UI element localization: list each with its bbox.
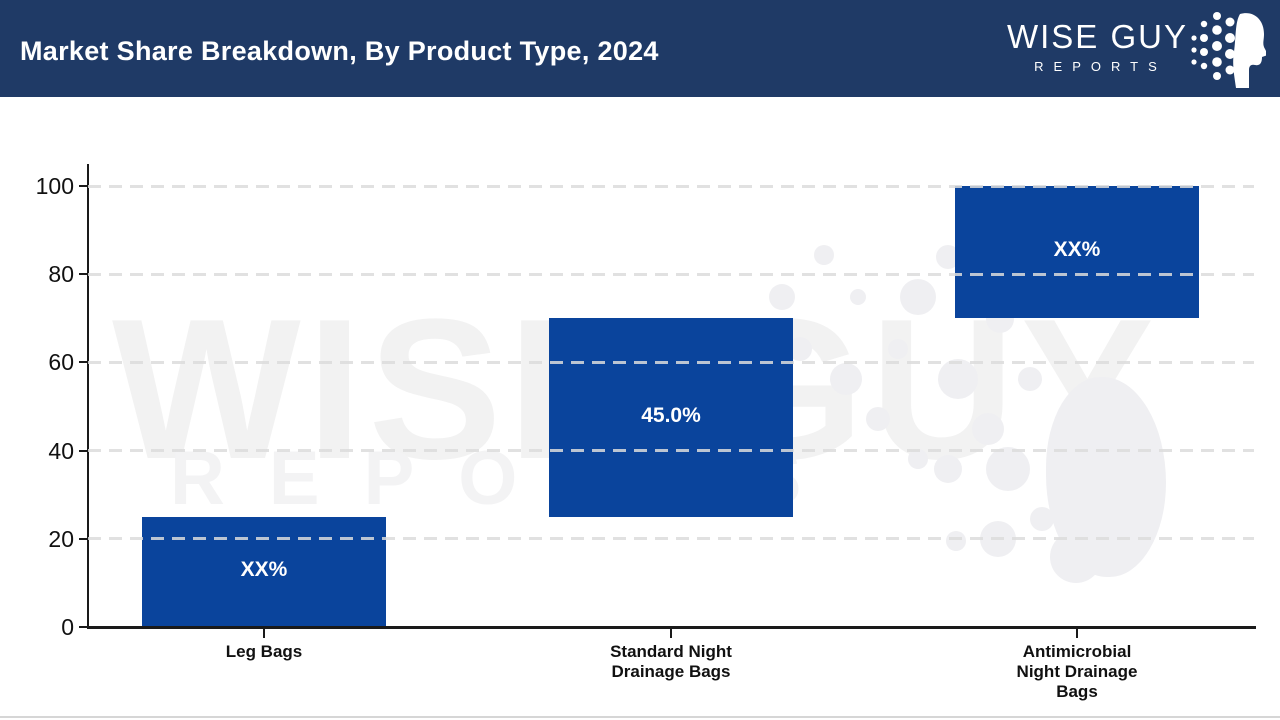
gridline-y80 — [88, 272, 1254, 276]
watermark-dot — [938, 359, 978, 399]
watermark-dot — [900, 279, 936, 315]
gridline-y100 — [88, 184, 1254, 188]
bar-1 — [142, 516, 386, 627]
watermark-dot — [986, 447, 1030, 491]
y-axis-tick — [79, 626, 88, 628]
brand-logo: WISE GUY REPORTS — [996, 6, 1266, 92]
watermark-dot — [946, 531, 966, 551]
watermark-dot — [972, 413, 1004, 445]
bar-value-label-1: XX% — [240, 557, 288, 581]
brand-name: WISE GUY — [1006, 18, 1188, 55]
y-axis-tick — [79, 273, 88, 276]
watermark-dot — [934, 455, 962, 483]
brand-logo-text: WISE GUY REPORTS — [1007, 18, 1188, 74]
y-axis-tick — [79, 537, 88, 540]
y-axis-tick — [79, 449, 88, 452]
watermark-dot — [814, 245, 834, 265]
y-axis-tick-label: 60 — [48, 349, 74, 376]
brand-subname: REPORTS — [1034, 59, 1167, 74]
y-axis-tick-label: 40 — [48, 437, 74, 464]
brand-face-icon — [1191, 12, 1266, 88]
gridline-y60 — [88, 360, 1254, 364]
y-axis-line — [86, 163, 89, 629]
y-axis-tick — [79, 185, 88, 187]
y-axis-tick-label: 80 — [48, 261, 74, 288]
watermark-dot — [908, 449, 928, 469]
gridline-y40 — [88, 449, 1254, 453]
bar-value-label-3: XX% — [1053, 238, 1101, 262]
x-category-label-1: Leg Bags — [225, 642, 303, 661]
watermark-dot — [1018, 367, 1042, 391]
chart-title: Market Share Breakdown, By Product Type,… — [20, 36, 659, 66]
watermark-dot — [830, 363, 862, 395]
header-bar: Market Share Breakdown, By Product Type,… — [0, 0, 1280, 97]
watermark-dot — [866, 407, 890, 431]
y-axis-tick-label: 20 — [48, 525, 74, 552]
x-axis-tick — [1076, 629, 1078, 638]
bar-2 — [549, 318, 793, 517]
watermark-dot — [850, 289, 866, 305]
bottom-divider — [0, 716, 1280, 718]
x-axis-tick — [263, 629, 265, 638]
chart-plot-area: WISE GUY REPORTS 0 20 40 60 80 100 XX% 45.0% XX%… — [0, 97, 1280, 720]
gridline-y20 — [88, 537, 1254, 541]
bar-3 — [955, 186, 1199, 319]
y-axis-tick — [79, 361, 88, 364]
watermark-dot — [769, 284, 795, 310]
x-axis-tick — [670, 629, 672, 638]
y-axis-tick-label: 100 — [35, 173, 74, 199]
watermark-dot — [888, 339, 908, 359]
x-axis-line — [86, 626, 1256, 629]
watermark-face-blob — [1046, 377, 1166, 577]
bar-value-label-2: 45.0% — [641, 403, 701, 427]
x-category-label-3: Antimicrobial Night Drainage Bags — [1016, 642, 1138, 701]
y-axis-tick-label: 0 — [61, 614, 74, 640]
x-category-label-2: Standard Night Drainage Bags — [610, 642, 732, 681]
